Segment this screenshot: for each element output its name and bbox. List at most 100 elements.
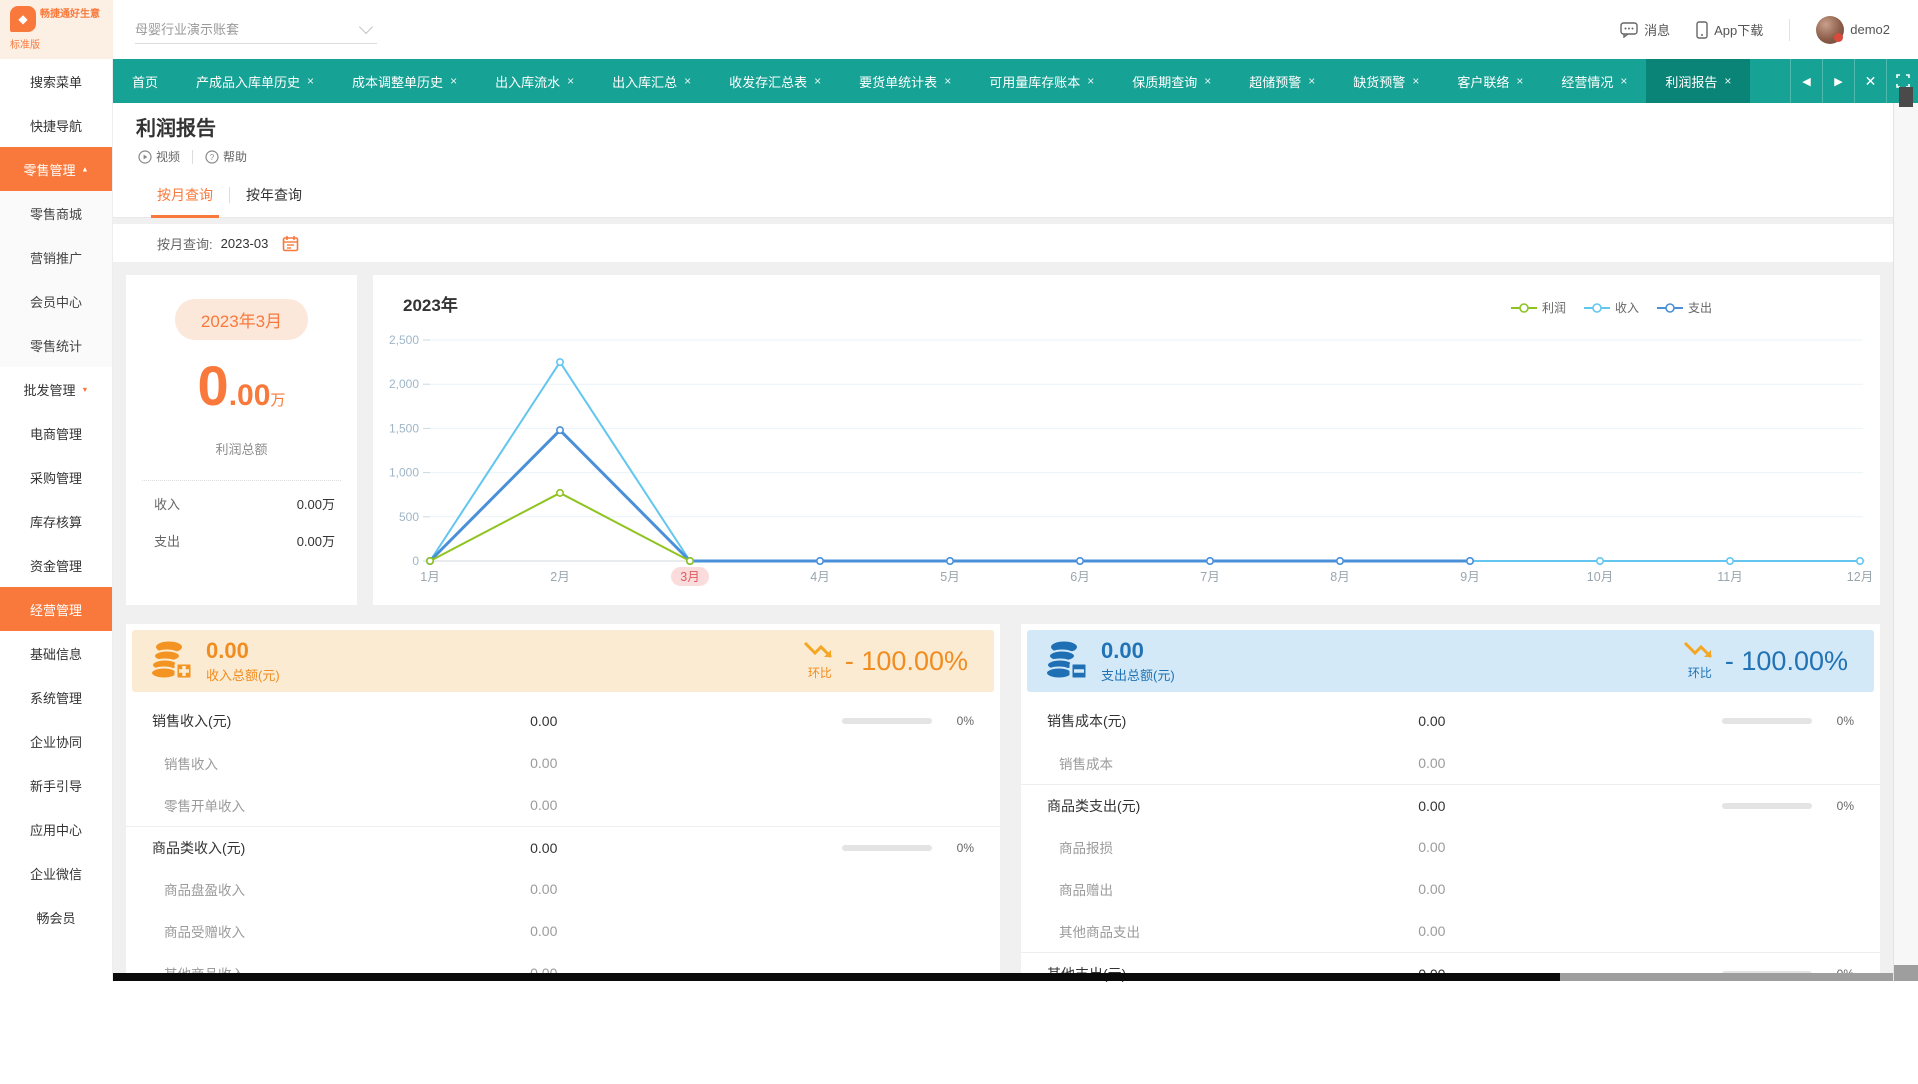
row-label: 商品报损	[1059, 841, 1113, 856]
tab[interactable]: 成本调整单历史 ×	[333, 59, 476, 103]
sidebar-item[interactable]: 应用中心	[0, 807, 112, 851]
tab[interactable]: 可用量库存账本 ×	[970, 59, 1113, 103]
tab-close-icon[interactable]: ×	[1516, 74, 1524, 88]
sidebar-item[interactable]: 经营管理	[0, 587, 112, 631]
svg-text:2月: 2月	[550, 570, 569, 584]
tab[interactable]: 出入库流水 ×	[476, 59, 593, 103]
table-row: 商品盘盈收入 0.00	[126, 868, 1000, 910]
sidebar-item[interactable]: 批发管理 ▼	[0, 367, 112, 411]
tab-label: 产成品入库单历史	[196, 74, 301, 90]
summary-row-label: 支出	[154, 534, 181, 549]
fullscreen-icon[interactable]	[1886, 59, 1918, 103]
income-total-value: 0.00	[206, 637, 249, 663]
expense-total-value: 0.00	[1101, 637, 1144, 663]
sidebar-item[interactable]: 搜索菜单	[0, 59, 112, 103]
progress-bar	[1722, 718, 1812, 724]
video-link[interactable]: 视频	[138, 148, 180, 165]
calendar-icon[interactable]	[282, 235, 299, 252]
help-icon: ?	[205, 149, 219, 164]
profit-chart-card: 2023年 利润 收入 支出 0 500 1,000 1,500 2,000 2,500 1月 2…	[373, 275, 1880, 605]
legend-item[interactable]: 支出	[1656, 299, 1712, 316]
vertical-scrollbar[interactable]	[1893, 87, 1918, 981]
income-card-header: 0.00 收入总额(元) 环比 - 100.00%	[132, 630, 994, 692]
sidebar-item-label: 搜索菜单	[29, 74, 82, 90]
tab[interactable]: 收发存汇总表 ×	[710, 59, 840, 103]
tab-close-icon[interactable]: ×	[684, 74, 692, 88]
logo-block: ◆ 畅捷通好生意 标准版	[0, 0, 113, 59]
row-value: 0.00	[530, 797, 558, 813]
sidebar-item[interactable]: 资金管理	[0, 543, 112, 587]
row-value: 0.00	[1418, 797, 1446, 814]
tab[interactable]: 客户联络 ×	[1438, 59, 1542, 103]
view-tab[interactable]: 按月查询	[151, 173, 219, 218]
tab-close-icon[interactable]: ×	[307, 74, 315, 88]
tabs-scroll-next-button[interactable]: ▶	[1822, 59, 1854, 103]
tabs-close-button[interactable]: ✕	[1854, 59, 1886, 103]
legend-item[interactable]: 收入	[1583, 299, 1639, 316]
help-link[interactable]: ? 帮助	[205, 148, 247, 165]
coins-plus-icon	[152, 641, 194, 681]
view-tab[interactable]: 按年查询	[246, 187, 302, 203]
tab-close-icon[interactable]: ×	[944, 74, 952, 88]
svg-text:5月: 5月	[940, 570, 959, 584]
sidebar-item[interactable]: 企业微信	[0, 851, 112, 895]
tab-close-icon[interactable]: ×	[814, 74, 822, 88]
bottom-strip-gray	[1560, 973, 1893, 981]
tab[interactable]: 利润报告 ×	[1646, 59, 1751, 103]
sidebar-item[interactable]: 系统管理	[0, 675, 112, 719]
period-badge: 2023年3月	[174, 299, 309, 340]
tab-close-icon[interactable]: ×	[1087, 74, 1095, 88]
sidebar-item[interactable]: 电商管理	[0, 411, 112, 455]
progress-percent: 0%	[1836, 798, 1854, 813]
tab[interactable]: 超储预警 ×	[1230, 59, 1334, 103]
tab-close-icon[interactable]: ×	[1204, 74, 1212, 88]
tab-close-icon[interactable]: ×	[1724, 74, 1732, 88]
tab[interactable]: 保质期查询 ×	[1113, 59, 1230, 103]
sidebar-item[interactable]: 采购管理	[0, 455, 112, 499]
tab[interactable]: 产成品入库单历史 ×	[177, 59, 333, 103]
user-menu[interactable]: demo2	[1816, 15, 1890, 44]
tab-close-icon[interactable]: ×	[1620, 74, 1628, 88]
tab[interactable]: 经营情况 ×	[1542, 59, 1646, 103]
tab-close-icon[interactable]: ×	[450, 74, 458, 88]
tab-close-icon[interactable]: ×	[567, 74, 575, 88]
sidebar-item[interactable]: 基础信息	[0, 631, 112, 675]
tab[interactable]: 缺货预警 ×	[1334, 59, 1438, 103]
page-title: 利润报告	[136, 118, 216, 140]
sidebar-item[interactable]: 营销推广	[0, 235, 112, 279]
sidebar-item-label: 应用中心	[29, 822, 82, 838]
sidebar-item[interactable]: 零售管理 ▲	[0, 147, 112, 191]
row-label: 其他商品支出	[1059, 925, 1140, 940]
tab-close-icon[interactable]: ×	[1308, 74, 1316, 88]
scrollbar-thumb[interactable]	[1899, 87, 1913, 107]
summary-row-label: 收入	[154, 497, 181, 512]
sidebar-item[interactable]: 零售统计	[0, 323, 112, 367]
tab[interactable]: 首页	[113, 59, 177, 103]
sidebar-item[interactable]: 快捷导航	[0, 103, 112, 147]
svg-text:11月: 11月	[1717, 570, 1742, 584]
app-download-label: App下载	[1714, 23, 1764, 38]
progress-bar	[842, 718, 932, 724]
sidebar-item[interactable]: 畅会员	[0, 895, 112, 939]
app-download-button[interactable]: App下载	[1696, 20, 1763, 39]
divider	[142, 480, 341, 481]
svg-text:1,500: 1,500	[389, 421, 419, 435]
sidebar-item-label: 基础信息	[29, 646, 82, 662]
sidebar-item[interactable]: 会员中心	[0, 279, 112, 323]
sidebar-item-label: 零售管理	[23, 162, 76, 178]
tab-label: 客户联络	[1457, 74, 1510, 90]
table-row: 商品报损 0.00	[1021, 826, 1880, 868]
sidebar-item[interactable]: 库存核算	[0, 499, 112, 543]
sidebar-item[interactable]: 零售商城	[0, 191, 112, 235]
month-filter-value[interactable]: 2023-03	[220, 235, 269, 251]
sidebar-item[interactable]: 企业协同	[0, 719, 112, 763]
messages-button[interactable]: 消息	[1620, 20, 1670, 39]
tab[interactable]: 要货单统计表 ×	[840, 59, 970, 103]
account-select[interactable]: 母婴行业演示账套	[135, 14, 377, 44]
sidebar-item-label: 营销推广	[29, 250, 82, 266]
sidebar-item[interactable]: 新手引导	[0, 763, 112, 807]
tabs-scroll-prev-button[interactable]: ◀	[1790, 59, 1822, 103]
legend-item[interactable]: 利润	[1510, 299, 1566, 316]
tab-close-icon[interactable]: ×	[1412, 74, 1420, 88]
tab[interactable]: 出入库汇总 ×	[593, 59, 710, 103]
